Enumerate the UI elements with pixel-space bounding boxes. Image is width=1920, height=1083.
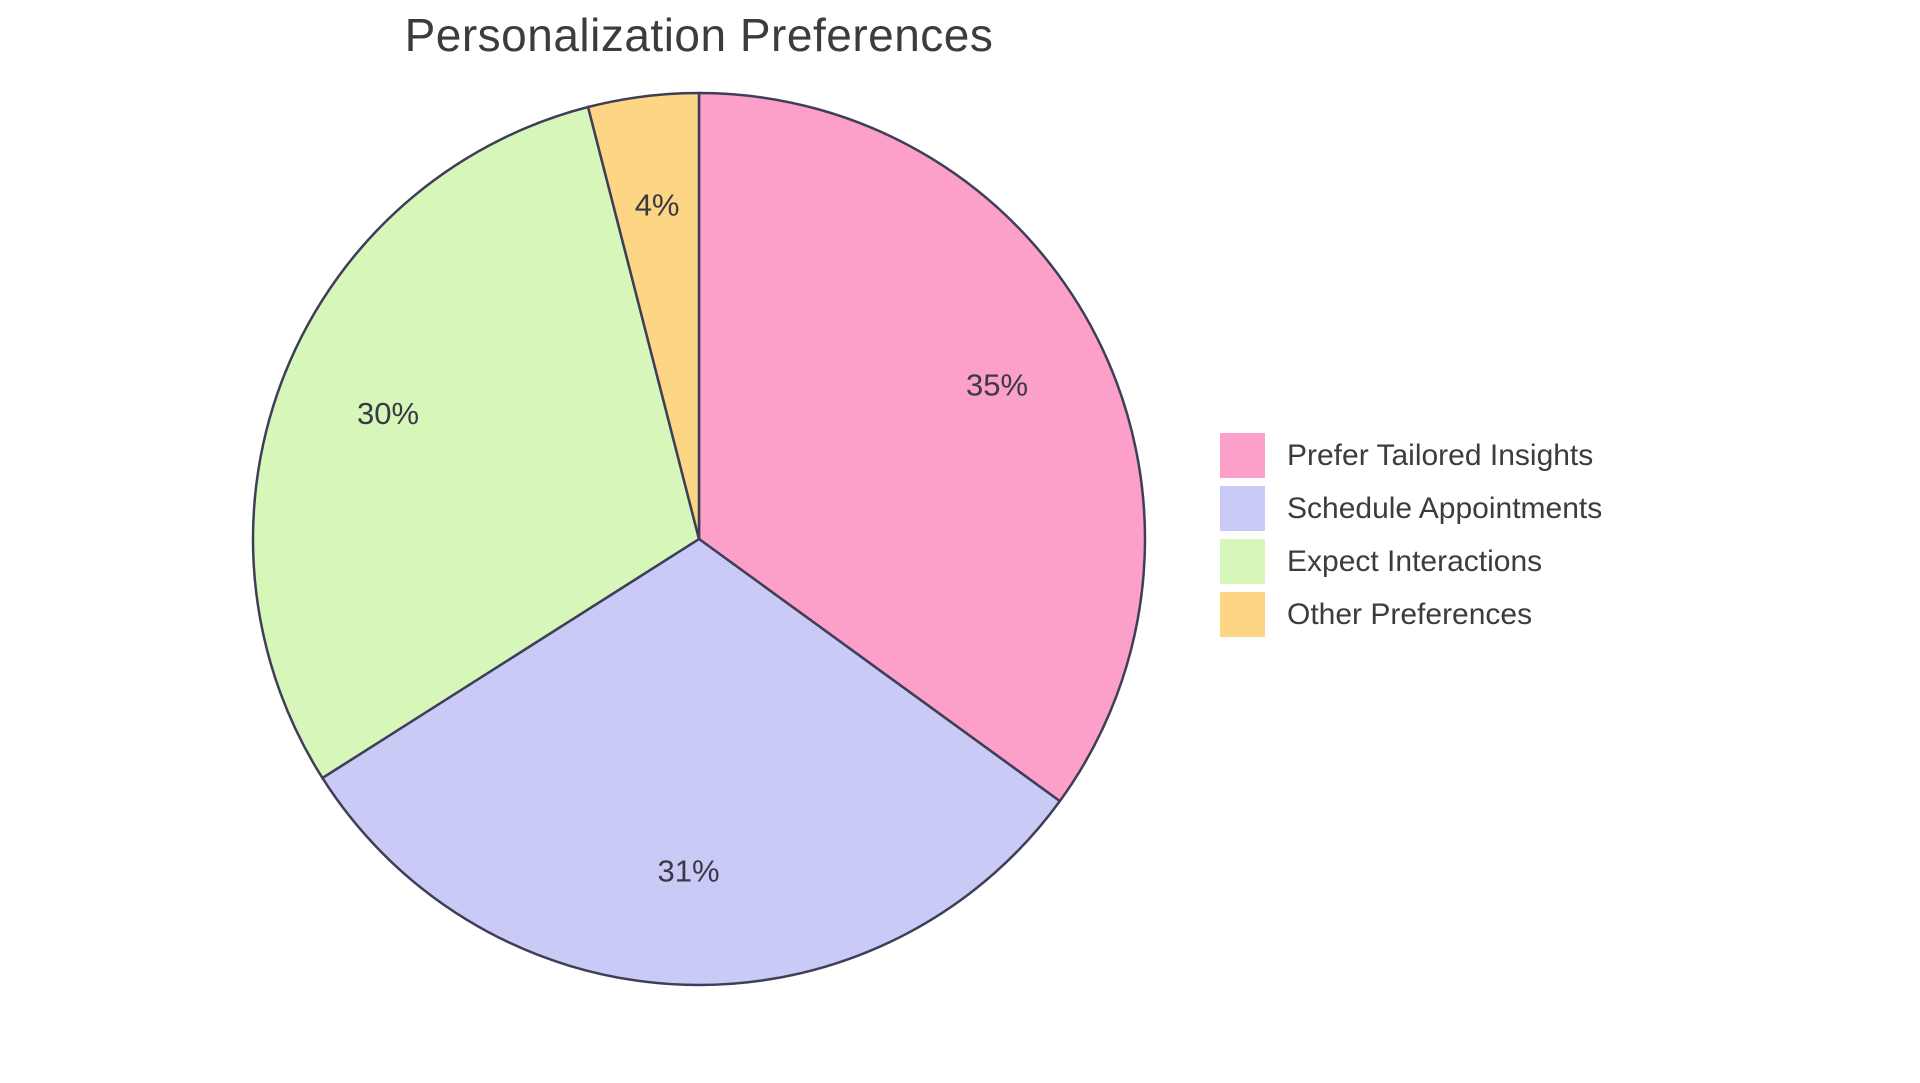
legend-swatch bbox=[1220, 539, 1265, 584]
legend-swatch bbox=[1220, 433, 1265, 478]
legend-item: Schedule Appointments bbox=[1220, 486, 1602, 531]
legend-label: Other Preferences bbox=[1287, 597, 1533, 631]
legend-item: Other Preferences bbox=[1220, 592, 1602, 637]
pie-percent-label: 4% bbox=[635, 187, 680, 222]
legend-label: Schedule Appointments bbox=[1287, 491, 1603, 525]
legend-swatch bbox=[1220, 592, 1265, 637]
pie-slice-prefer-tailored-insights bbox=[697, 91, 1147, 803]
pie-slice-expect-interactions bbox=[251, 105, 701, 780]
pie-slice-schedule-appointments bbox=[321, 537, 1062, 987]
pie-percent-label: 31% bbox=[657, 853, 719, 888]
pie-percent-label: 30% bbox=[357, 396, 419, 431]
legend-label: Prefer Tailored Insights bbox=[1287, 438, 1594, 472]
legend-label: Expect Interactions bbox=[1287, 544, 1543, 578]
legend-item: Expect Interactions bbox=[1220, 539, 1602, 584]
legend: Prefer Tailored Insights Schedule Appoint… bbox=[1220, 433, 1602, 637]
legend-swatch bbox=[1220, 486, 1265, 531]
pie-slice-other-preferences bbox=[586, 91, 701, 541]
pie-percent-label: 35% bbox=[966, 367, 1028, 402]
chart-title: Personalization Preferences bbox=[404, 9, 994, 61]
legend-item: Prefer Tailored Insights bbox=[1220, 433, 1602, 478]
